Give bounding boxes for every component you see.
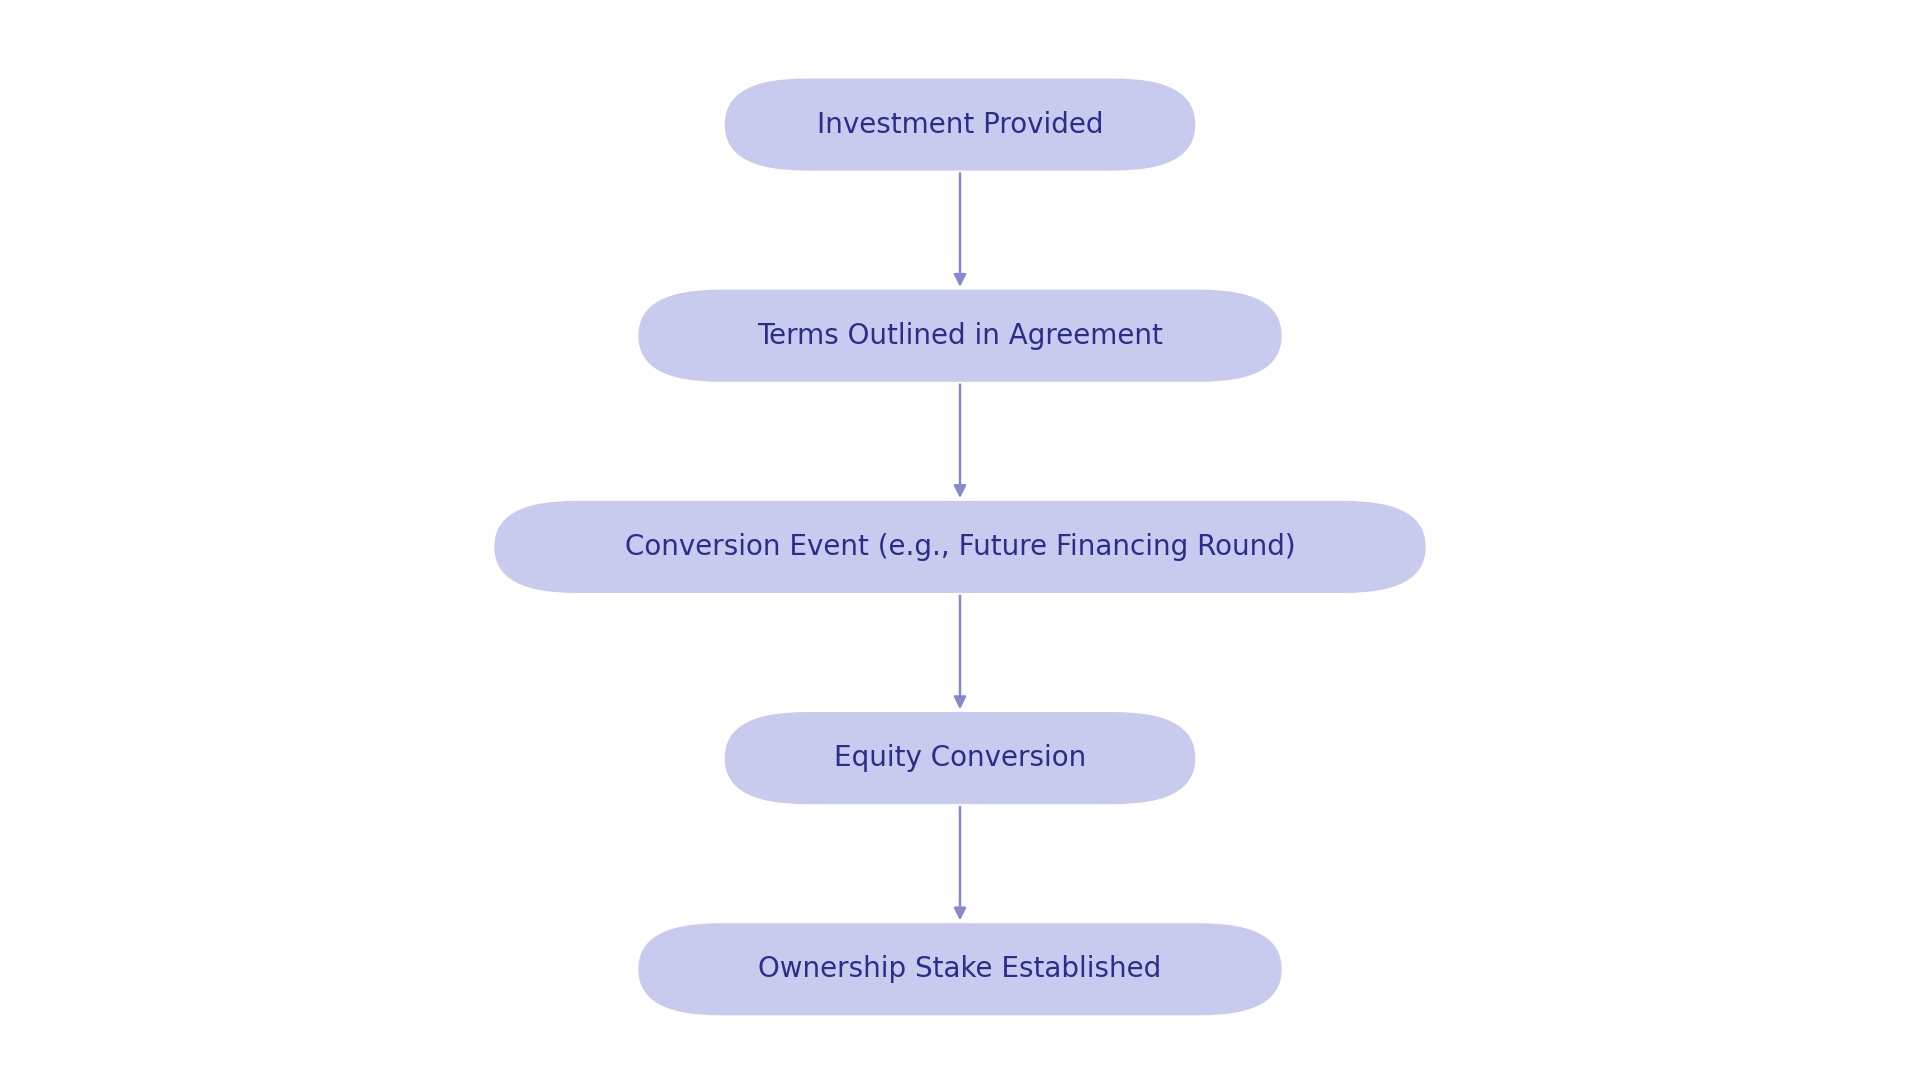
FancyBboxPatch shape <box>724 713 1194 804</box>
Text: Conversion Event (e.g., Future Financing Round): Conversion Event (e.g., Future Financing… <box>624 533 1296 561</box>
FancyBboxPatch shape <box>637 290 1283 382</box>
FancyBboxPatch shape <box>724 79 1194 170</box>
FancyBboxPatch shape <box>637 923 1283 1016</box>
Text: Ownership Stake Established: Ownership Stake Established <box>758 955 1162 983</box>
Text: Equity Conversion: Equity Conversion <box>833 744 1087 772</box>
Text: Investment Provided: Investment Provided <box>816 110 1104 139</box>
FancyBboxPatch shape <box>495 500 1425 593</box>
Text: Terms Outlined in Agreement: Terms Outlined in Agreement <box>756 322 1164 350</box>
